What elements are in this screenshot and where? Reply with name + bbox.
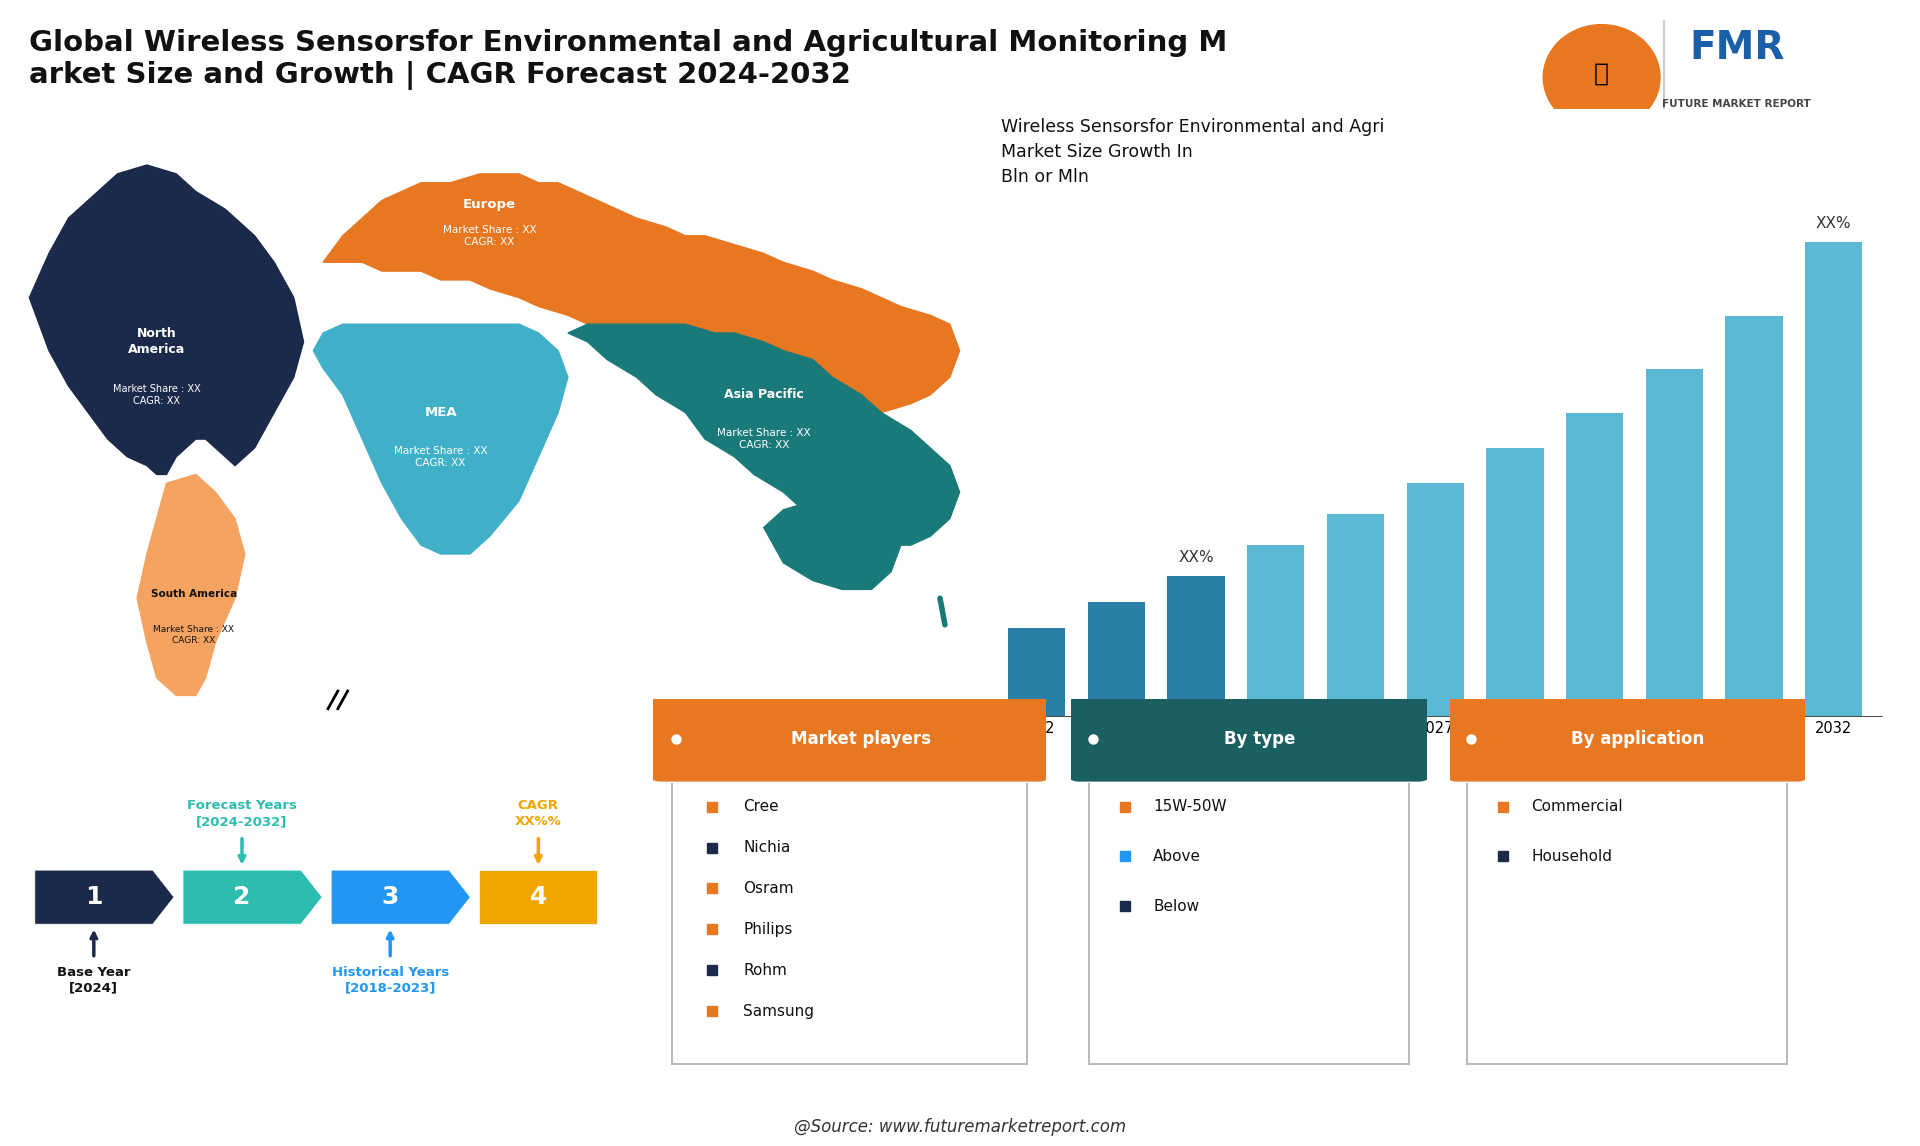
Bar	[1407, 484, 1463, 716]
Text: 4: 4	[530, 885, 547, 909]
Text: XX%: XX%	[1179, 550, 1213, 565]
Circle shape	[1544, 25, 1661, 131]
Text: By application: By application	[1571, 730, 1705, 747]
Text: Europe: Europe	[463, 198, 516, 211]
Text: 🔭: 🔭	[1594, 62, 1609, 86]
Text: Market Share : XX
CAGR: XX: Market Share : XX CAGR: XX	[154, 625, 234, 645]
Text: Cree: Cree	[743, 799, 780, 814]
Text: Market Share : XX
CAGR: XX: Market Share : XX CAGR: XX	[113, 384, 200, 406]
Text: Wireless Sensorsfor Environmental and Agri
Market Size Growth In
Bln or Mln: Wireless Sensorsfor Environmental and Ag…	[1000, 118, 1384, 187]
FancyBboxPatch shape	[647, 697, 1052, 782]
Text: XX%: XX%	[1816, 215, 1851, 230]
Bar	[1805, 242, 1862, 716]
FancyBboxPatch shape	[1066, 697, 1432, 782]
Bar	[1167, 575, 1225, 716]
FancyBboxPatch shape	[1444, 697, 1811, 782]
Bar	[1726, 316, 1784, 716]
Bar	[1327, 515, 1384, 716]
Polygon shape	[182, 870, 323, 924]
Bar	[1567, 413, 1622, 716]
Polygon shape	[764, 492, 900, 589]
Text: By type: By type	[1223, 730, 1296, 747]
Text: Market players: Market players	[791, 730, 931, 747]
Text: FUTURE MARKET REPORT: FUTURE MARKET REPORT	[1663, 99, 1811, 109]
Text: Market Share : XX
CAGR: XX: Market Share : XX CAGR: XX	[444, 225, 536, 246]
Polygon shape	[332, 870, 470, 924]
Text: Household: Household	[1532, 849, 1613, 864]
Bar	[1008, 628, 1066, 716]
Text: Market Share : XX
CAGR: XX: Market Share : XX CAGR: XX	[394, 446, 488, 468]
Text: 1: 1	[84, 885, 102, 909]
Text: Market Share : XX
CAGR: XX: Market Share : XX CAGR: XX	[716, 427, 810, 450]
Text: Above: Above	[1154, 849, 1202, 864]
Polygon shape	[568, 324, 960, 545]
Text: Nichia: Nichia	[743, 840, 791, 855]
Text: @Source: www.futuremarketreport.com: @Source: www.futuremarketreport.com	[795, 1118, 1125, 1136]
Text: Asia Pacific: Asia Pacific	[724, 388, 804, 401]
Text: FMR: FMR	[1690, 29, 1784, 66]
Text: 15W-50W: 15W-50W	[1154, 799, 1227, 814]
Text: Base Year
[2024]: Base Year [2024]	[58, 966, 131, 995]
Text: Global Wireless Sensorsfor Environmental and Agricultural Monitoring M
arket Siz: Global Wireless Sensorsfor Environmental…	[29, 29, 1227, 91]
Bar	[1486, 448, 1544, 716]
Polygon shape	[480, 870, 597, 924]
Polygon shape	[323, 174, 960, 413]
Text: MEA: MEA	[424, 406, 457, 419]
Text: Rohm: Rohm	[743, 963, 787, 978]
Polygon shape	[313, 324, 568, 554]
Text: Osram: Osram	[743, 881, 795, 896]
Text: CAGR
XX%%: CAGR XX%%	[515, 800, 563, 829]
Text: South America: South America	[152, 589, 236, 599]
Text: Samsung: Samsung	[743, 1004, 814, 1019]
Text: Philips: Philips	[743, 921, 793, 937]
Text: North
America: North America	[129, 328, 186, 356]
Text: Forecast Years
[2024-2032]: Forecast Years [2024-2032]	[186, 800, 298, 829]
Text: Commercial: Commercial	[1532, 799, 1622, 814]
Polygon shape	[35, 870, 175, 924]
Bar	[1087, 602, 1144, 716]
Text: 2: 2	[234, 885, 252, 909]
Polygon shape	[29, 165, 303, 474]
Text: Historical Years
[2018-2023]: Historical Years [2018-2023]	[332, 966, 449, 995]
Text: Below: Below	[1154, 898, 1200, 913]
Bar	[1645, 369, 1703, 716]
Bar	[1248, 544, 1304, 716]
Polygon shape	[136, 474, 246, 696]
Text: 3: 3	[382, 885, 399, 909]
